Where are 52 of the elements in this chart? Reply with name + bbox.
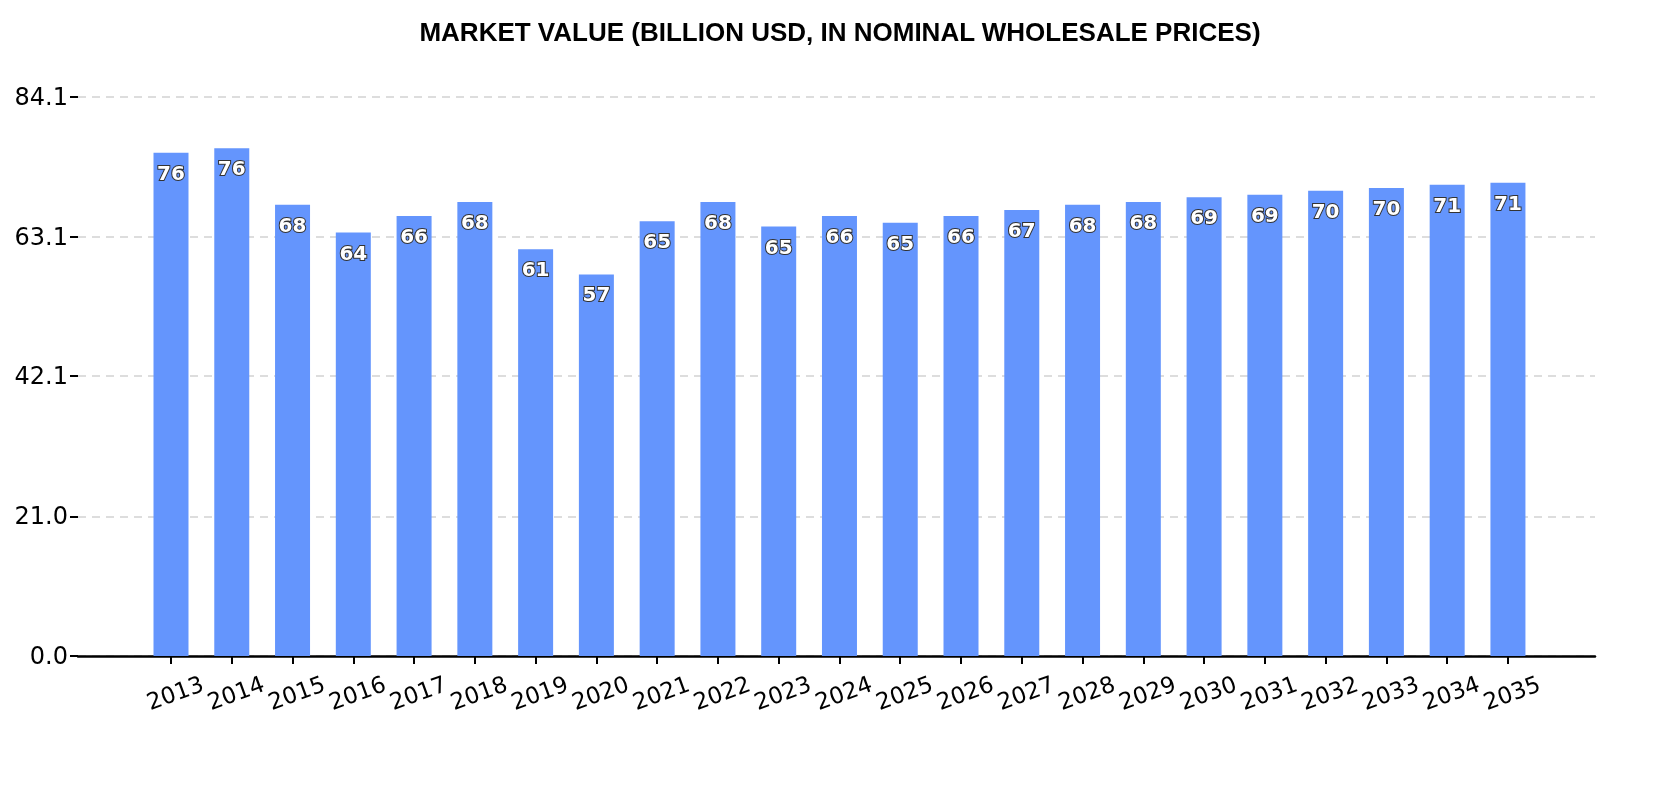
- data-label: 67: [1007, 218, 1036, 242]
- data-label: 70: [1372, 196, 1401, 221]
- y-tick-label: 0.0: [29, 642, 68, 670]
- data-label: 71: [1433, 192, 1462, 217]
- bar: [761, 226, 797, 656]
- bar: [1308, 190, 1344, 656]
- bar: [275, 204, 311, 656]
- data-label: 69: [1190, 205, 1219, 230]
- data-label: 57: [582, 282, 611, 307]
- y-tick-label: 42.1: [14, 362, 68, 391]
- data-label: 65: [643, 229, 672, 254]
- data-label: 65: [764, 234, 793, 259]
- bar: [578, 274, 614, 656]
- bar: [639, 221, 675, 656]
- data-label: 68: [1068, 212, 1097, 237]
- data-label: 66: [947, 223, 975, 248]
- data-label: 66: [825, 223, 854, 248]
- data-label: 66: [400, 223, 428, 248]
- bar: [1065, 204, 1101, 656]
- data-label: 68: [460, 210, 489, 235]
- bar: [1490, 182, 1526, 656]
- bar: [214, 148, 250, 656]
- bar: [1368, 188, 1404, 656]
- data-label: 76: [217, 156, 246, 181]
- bar: [882, 222, 918, 656]
- data-label: 76: [157, 160, 185, 185]
- data-label: 68: [704, 210, 732, 235]
- y-tick-label: 84.1: [14, 83, 68, 111]
- bar: [457, 202, 493, 656]
- bar: [518, 249, 554, 656]
- bar: [1247, 194, 1283, 656]
- bar: [335, 232, 371, 656]
- y-tick-label: 63.1: [14, 222, 68, 251]
- bar: [821, 215, 857, 656]
- chart-title: MARKET VALUE (BILLION USD, IN NOMINAL WHOLESALE PRICES): [419, 17, 1261, 47]
- data-label: 64: [339, 240, 368, 265]
- data-label: 65: [886, 230, 915, 255]
- bar: [1004, 210, 1040, 656]
- data-label: 70: [1311, 198, 1340, 223]
- data-label: 71: [1494, 190, 1522, 215]
- y-tick-label: 21.0: [14, 502, 68, 531]
- data-label: 68: [278, 212, 307, 237]
- bar: [1125, 202, 1161, 656]
- bar: [153, 152, 189, 656]
- bar: [700, 202, 736, 656]
- data-label: 61: [521, 257, 550, 282]
- bar: [1186, 197, 1222, 656]
- data-label: 68: [1129, 210, 1158, 235]
- bar: [396, 215, 432, 656]
- bar: [943, 215, 979, 656]
- data-label: 69: [1250, 202, 1279, 227]
- bar: [1429, 184, 1465, 656]
